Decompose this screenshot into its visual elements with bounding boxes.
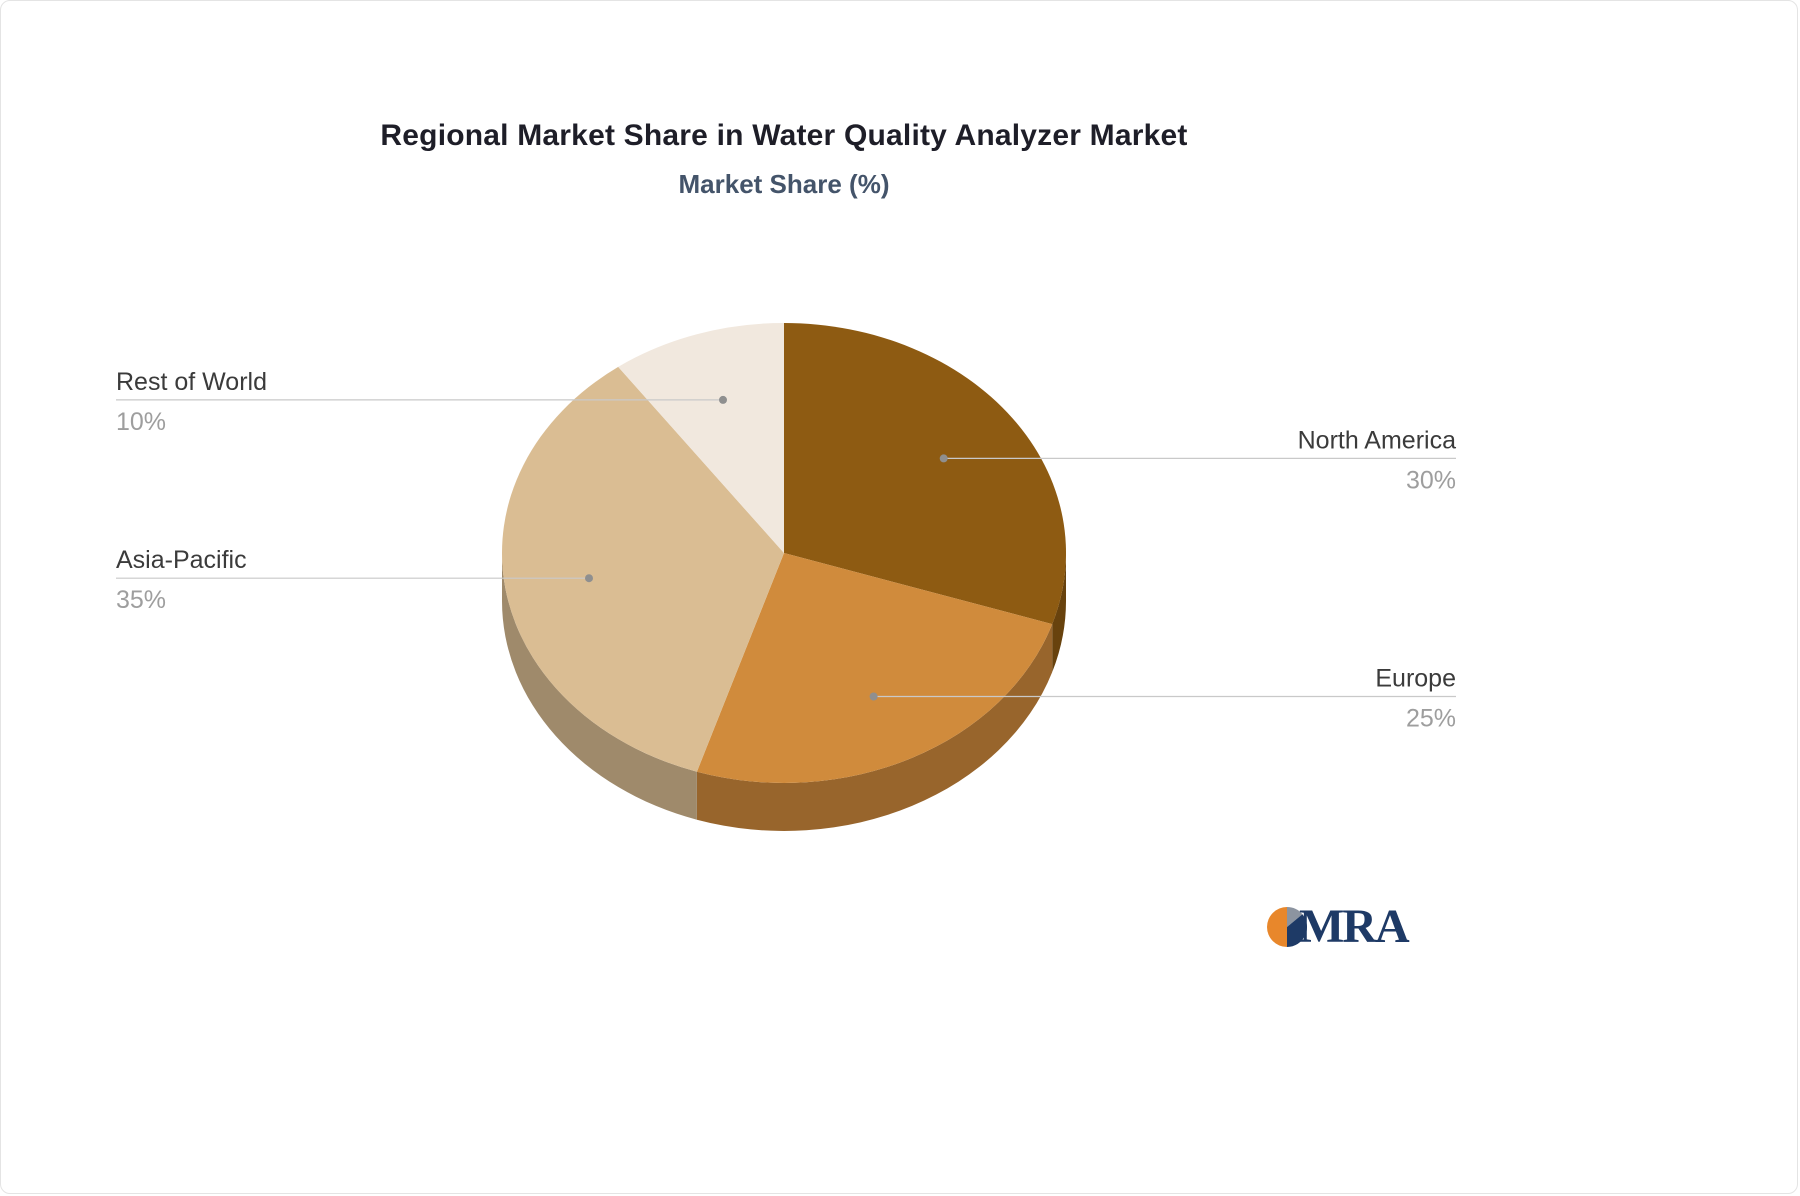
pie-slice-side-north-america (1052, 553, 1066, 673)
leader-dot-asia-pacific (585, 574, 593, 583)
slice-value-asia-pacific: 35% (116, 586, 166, 614)
slice-value-europe: 25% (1406, 705, 1456, 733)
logo-text: MRA (1299, 900, 1410, 953)
logo-pie-segment (1287, 907, 1303, 927)
logo-pie-segment (1267, 907, 1287, 947)
chart-title: Regional Market Share in Water Quality A… (380, 119, 1188, 152)
brand-logo: MRA (1265, 900, 1410, 953)
chart-subtitle: Market Share (%) (678, 169, 890, 199)
pie-slice-europe (696, 553, 1053, 783)
slice-label-north-america: North America (1298, 426, 1456, 454)
slice-label-rest-of-world: Rest of World (116, 368, 267, 396)
slice-label-europe: Europe (1375, 665, 1456, 693)
pie-slice-side-europe (696, 624, 1053, 831)
logo-pie-segment (1287, 914, 1308, 947)
pie-slice-side-asia-pacific (502, 553, 697, 820)
pie-slice-asia-pacific (502, 366, 784, 772)
pie-slice-north-america (784, 323, 1067, 625)
slice-value-rest-of-world: 10% (116, 408, 166, 436)
leader-dot-europe (869, 692, 878, 701)
logo-pie-icon (1267, 907, 1308, 947)
slice-value-north-america: 30% (1406, 466, 1456, 494)
leader-dot-north-america (939, 454, 948, 463)
leader-dot-rest-of-world (719, 395, 727, 404)
slice-label-asia-pacific: Asia-Pacific (116, 546, 247, 574)
pie-slice-rest-of-world (618, 323, 784, 553)
